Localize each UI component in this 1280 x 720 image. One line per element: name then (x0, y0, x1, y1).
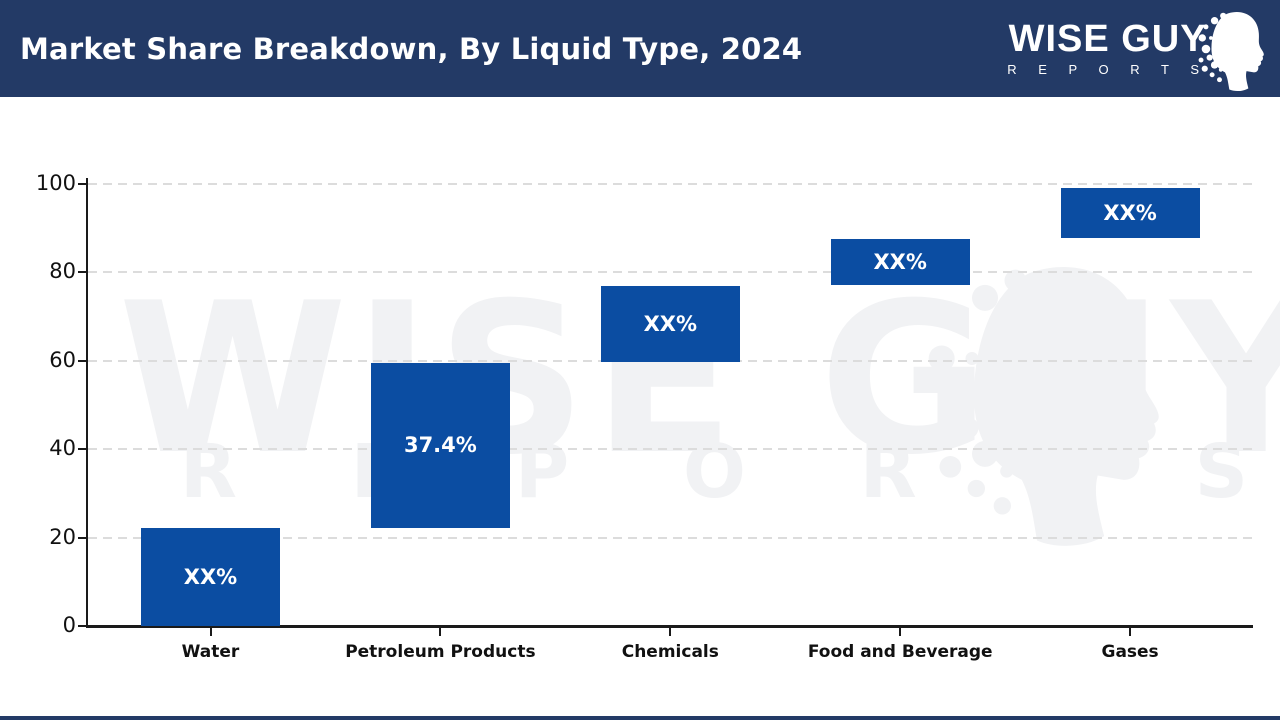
x-axis-line (86, 625, 1253, 628)
x-axis-category-label: Gases (1101, 642, 1159, 662)
y-axis-tick-mark (78, 625, 86, 627)
bar-petroleum-products: 37.4% (370, 362, 510, 528)
header-band: Market Share Breakdown, By Liquid Type, … (0, 0, 1280, 97)
x-axis-category-label: Chemicals (621, 642, 719, 662)
y-axis-tick-mark (78, 183, 86, 185)
gridline-80 (88, 271, 1253, 274)
bar-value-label: XX% (873, 249, 927, 274)
y-axis-line (86, 178, 88, 627)
x-axis-tick-mark (209, 628, 212, 636)
y-axis-tick-mark (78, 448, 86, 451)
logo-text: WISE GUY R E P O R T S (1007, 20, 1208, 77)
y-axis-tick-mark (78, 536, 86, 539)
y-axis-tick-label: 40 (49, 436, 76, 461)
logo-wordmark: WISE GUY (1008, 18, 1207, 60)
x-axis-category-label: Water (181, 642, 240, 662)
logo-subtitle: R E P O R T S (1007, 62, 1208, 77)
chart-title: Market Share Breakdown, By Liquid Type, … (20, 31, 803, 66)
y-axis-tick-mark (78, 271, 86, 274)
y-axis-tick-label: 0 (62, 613, 76, 637)
bar-value-label: XX% (183, 564, 238, 589)
x-axis-tick-mark (1129, 628, 1132, 636)
x-axis-tick-mark (899, 628, 902, 636)
bar-value-label: 37.4% (403, 433, 477, 458)
bar-water: XX% (141, 527, 280, 626)
x-axis-category-label: Food and Beverage (807, 642, 993, 662)
x-axis-category-label: Petroleum Products (345, 642, 536, 662)
bar-food-and-beverage: XX% (830, 238, 970, 285)
bar-value-label: XX% (643, 311, 698, 336)
footer-bar (0, 716, 1280, 720)
gridline-40 (88, 448, 1253, 451)
x-axis-tick-mark (669, 628, 672, 636)
gridline-20 (88, 536, 1253, 539)
wise-guy-reports-logo: WISE GUY R E P O R T S (1007, 6, 1280, 92)
y-axis-tick-mark (78, 359, 86, 362)
bar-chemicals: XX% (600, 285, 740, 362)
y-axis-tick-label: 80 (49, 259, 76, 284)
bar-gases: XX% (1060, 187, 1200, 238)
gridline-100 (88, 183, 1253, 185)
waterfall-chart: WISE GUY R E P O R T S 0 20 40 60 80 100 XX% Wa… (0, 97, 1280, 716)
y-axis-tick-label: 60 (49, 347, 76, 372)
y-axis-tick-label: 20 (49, 524, 76, 549)
y-axis-tick-label: 100 (35, 171, 76, 195)
x-axis-tick-mark (439, 628, 442, 636)
bar-value-label: XX% (1103, 200, 1157, 225)
